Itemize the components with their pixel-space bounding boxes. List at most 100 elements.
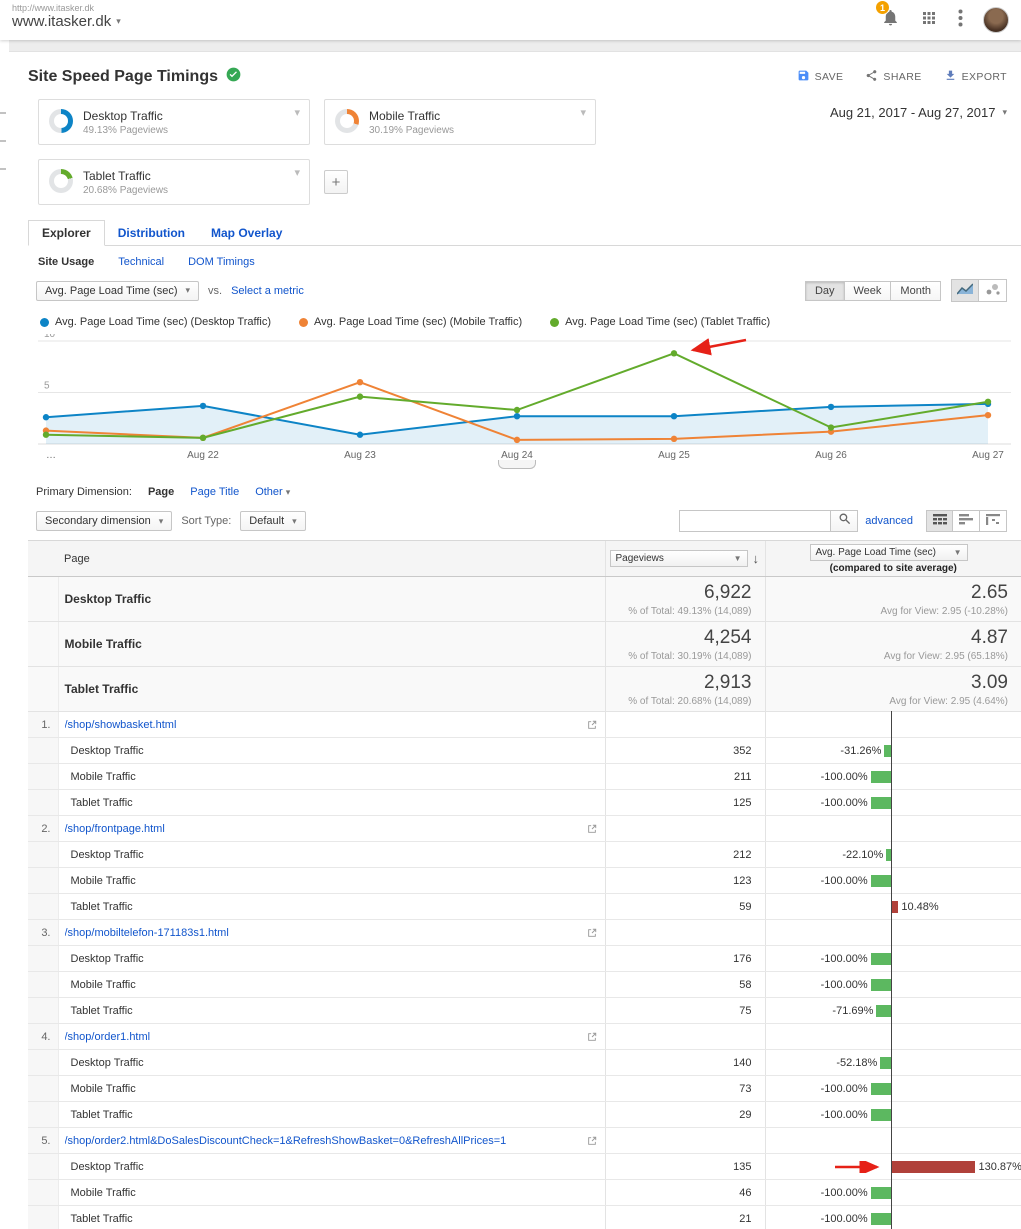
table-grid-icon [932,512,947,530]
dimension-other-dropdown[interactable]: Other ▾ [255,486,290,498]
dimension-page[interactable]: Page [147,486,175,498]
open-in-new-icon[interactable] [579,1136,597,1146]
timeline-scrubber-handle[interactable] [498,460,536,469]
granularity-month-button[interactable]: Month [891,280,941,301]
segment-detail: 30.19% Pageviews [369,125,455,136]
summary-segment-name: Mobile Traffic [58,621,605,667]
table-row-segment: Mobile Traffic 73 -100.00% [28,1075,1021,1102]
open-in-new-icon[interactable] [579,928,597,938]
subtab-technical[interactable]: Technical [118,256,165,268]
pct-change-label: -100.00% [820,1108,868,1121]
segment-card-desktop[interactable]: Desktop Traffic 49.13% Pageviews ▾ [38,99,310,145]
page-link[interactable]: /shop/order2.html&DoSalesDiscountCheck=1… [64,1134,507,1147]
metric-column-dropdown[interactable]: Avg. Page Load Time (sec) ▼ [809,543,968,561]
segment-row-name: Desktop Traffic [58,737,605,764]
granularity-week-button[interactable]: Week [844,280,892,301]
timeline-chart[interactable]: 5 10 … Aug 22 Aug 23 Aug 24 Aug 25 Aug 26 Aug 27 [38,329,1011,461]
baseline-axis [890,867,892,894]
legend-item-mobile[interactable]: Avg. Page Load Time (sec) (Mobile Traffi… [299,316,522,328]
table-search-input[interactable] [679,510,832,532]
notifications-button[interactable]: 1 [875,0,900,32]
sort-descending-icon[interactable]: ↓ [752,551,760,566]
svg-text:5: 5 [44,381,50,392]
page-link[interactable]: /shop/order1.html [64,1030,151,1043]
export-button[interactable]: EXPORT [944,69,1007,85]
page-link[interactable]: /shop/mobiltelefon-171183s1.html [64,926,229,939]
save-button[interactable]: SAVE [797,69,844,85]
subtab-site-usage[interactable]: Site Usage [38,256,95,268]
table-row-segment: Desktop Traffic 176 -100.00% [28,945,1021,972]
legend-dot [550,317,560,327]
pageviews-value: 73 [604,1075,765,1102]
svg-text:Aug 24: Aug 24 [501,450,533,460]
tab-explorer[interactable]: Explorer [28,220,105,246]
page-link[interactable]: /shop/frontpage.html [64,822,165,835]
baseline-axis [890,1101,892,1128]
table-row-segment: Desktop Traffic 140 -52.18% [28,1049,1021,1076]
line-chart-button[interactable] [951,279,979,302]
pageviews-value: 59 [604,893,765,920]
pageviews-column-dropdown[interactable]: Pageviews ▼ [609,550,748,567]
segment-donut [49,169,73,193]
share-button[interactable]: SHARE [865,69,921,85]
negative-change-bar [870,1186,891,1199]
add-segment-button[interactable]: + [324,170,348,194]
export-icon [944,69,957,85]
sort-type-dropdown[interactable]: Default ▾ [240,511,306,531]
more-menu-button[interactable] [958,9,963,32]
summary-metric: 4.87 [971,626,1008,648]
select-metric-link[interactable]: Select a metric [231,284,304,297]
segment-row-name: Tablet Traffic [58,1205,605,1229]
tab-map-overlay[interactable]: Map Overlay [211,226,283,240]
summary-metric-note: Avg for View: 2.95 (65.18%) [883,650,1008,662]
apps-grid-button[interactable] [920,9,938,32]
chevron-down-icon[interactable]: ▾ [580,107,586,119]
avatar[interactable] [983,7,1009,33]
column-header-page[interactable]: Page [58,540,605,577]
page-link[interactable]: /shop/showbasket.html [64,718,177,731]
baseline-axis [890,1127,892,1154]
pct-change-label: -100.00% [820,796,868,809]
table-row-segment: Tablet Traffic 59 10.48% [28,893,1021,920]
row-number: 5. [28,1127,59,1154]
chevron-down-icon[interactable]: ▾ [294,167,300,179]
date-range-picker[interactable]: Aug 21, 2017 - Aug 27, 2017 ▾ [830,105,1007,120]
legend-item-desktop[interactable]: Avg. Page Load Time (sec) (Desktop Traff… [40,316,271,328]
pageviews-value: 29 [604,1101,765,1128]
chevron-down-icon[interactable]: ▾ [294,107,300,119]
motion-chart-button[interactable] [979,279,1007,302]
metric-select-dropdown[interactable]: Avg. Page Load Time (sec) ▾ [36,280,200,301]
pivot-view-button[interactable] [980,510,1007,532]
date-range-value: Aug 21, 2017 - Aug 27, 2017 [829,105,996,120]
dimension-page-title[interactable]: Page Title [190,486,240,498]
segment-card-tablet[interactable]: Tablet Traffic 20.68% Pageviews ▾ [38,159,310,205]
legend-item-tablet[interactable]: Avg. Page Load Time (sec) (Tablet Traffi… [550,316,770,328]
table-row-page: 4. /shop/order1.html [28,1023,1021,1050]
advanced-search-link[interactable]: advanced [865,515,913,527]
pct-change-label: -100.00% [820,1186,868,1199]
tab-distribution[interactable]: Distribution [117,226,186,240]
performance-view-button[interactable] [953,510,980,532]
pct-change-label: -31.26% [840,744,882,757]
search-button[interactable] [831,510,859,532]
segment-name: Mobile Traffic [369,109,441,123]
data-view-button[interactable] [926,510,953,532]
negative-change-bar [884,744,891,757]
summary-metric-note: Avg for View: 2.95 (-10.28%) [880,605,1008,617]
secondary-dimension-dropdown[interactable]: Secondary dimension ▾ [36,511,173,531]
row-number: 3. [28,919,59,946]
summary-pageviews-note: % of Total: 20.68% (14,089) [628,695,752,707]
baseline-axis [890,1023,892,1050]
segment-card-mobile[interactable]: Mobile Traffic 30.19% Pageviews ▾ [324,99,596,145]
open-in-new-icon[interactable] [579,720,597,730]
open-in-new-icon[interactable] [579,1032,597,1042]
segment-donut [49,109,73,133]
open-in-new-icon[interactable] [579,824,597,834]
segment-row-name: Mobile Traffic [58,867,605,894]
share-icon [865,69,878,85]
subtab-dom-timings[interactable]: DOM Timings [188,256,255,268]
collapsed-nav-rail [0,40,9,1229]
pct-change-label: -100.00% [820,1212,868,1225]
granularity-day-button[interactable]: Day [804,280,845,301]
account-selector[interactable]: www.itasker.dk ▾ [12,13,121,30]
